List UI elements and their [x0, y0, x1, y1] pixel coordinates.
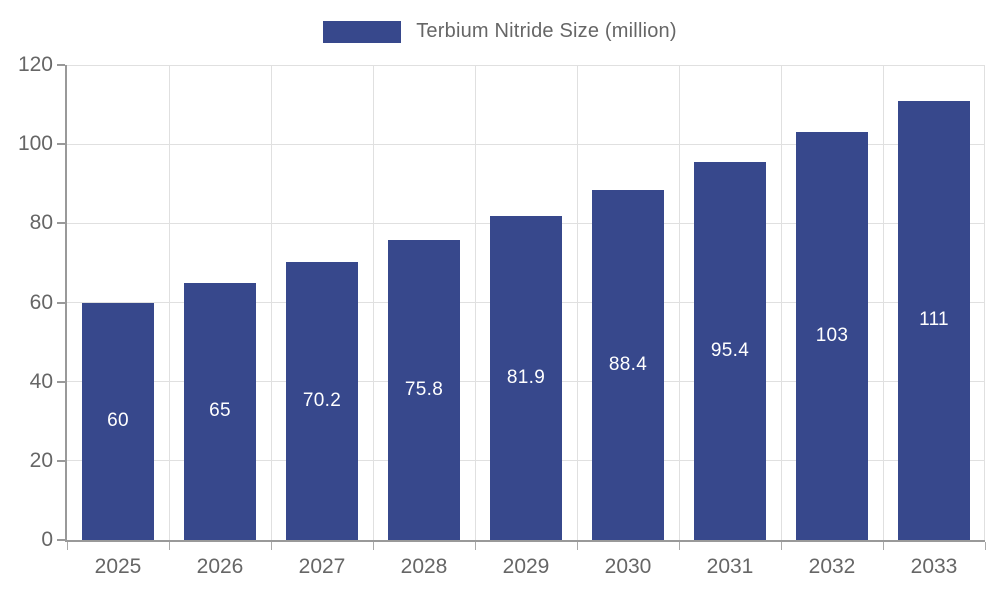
bar: 75.8 — [388, 239, 460, 540]
x-axis-tick — [780, 542, 782, 550]
x-axis-tick — [474, 542, 476, 550]
legend: Terbium Nitride Size (million) — [0, 20, 1000, 43]
gridline-vertical — [372, 65, 374, 540]
x-axis-line — [65, 540, 985, 542]
y-tick-label: 40 — [29, 369, 53, 393]
y-tick-label: 120 — [17, 53, 53, 76]
gridline-vertical — [474, 65, 476, 540]
y-axis-tick — [57, 459, 65, 462]
x-axis-tick — [678, 542, 680, 550]
x-tick-label: 2029 — [502, 555, 550, 578]
plot-area: 60 65 70.2 75.8 81.9 88.4 95.4 103 111 — [57, 64, 986, 550]
gridline-horizontal — [67, 64, 985, 66]
x-tick-label: 2031 — [706, 555, 754, 578]
x-tick-label: 2025 — [94, 555, 142, 578]
bar: 70.2 — [286, 262, 358, 540]
bar: 103 — [796, 132, 868, 540]
y-axis-line — [65, 65, 67, 540]
gridline-vertical — [882, 65, 884, 540]
bar: 60 — [82, 302, 154, 540]
bar: 111 — [898, 100, 970, 540]
gridline-vertical — [270, 65, 272, 540]
x-tick-label: 2030 — [604, 555, 652, 578]
x-tick-label: 2027 — [298, 555, 346, 578]
bar: 95.4 — [694, 162, 766, 540]
bar-value-label: 81.9 — [506, 366, 546, 388]
y-axis-tick — [57, 539, 65, 541]
x-axis-tick — [270, 542, 272, 550]
bar-value-label: 95.4 — [710, 340, 750, 362]
bar-value-label: 103 — [815, 325, 849, 347]
y-tick-label: 0 — [41, 528, 53, 551]
bar-value-label: 75.8 — [404, 378, 444, 400]
gridline-vertical — [780, 65, 782, 540]
bar: 65 — [184, 282, 256, 540]
x-axis-tick — [372, 542, 374, 550]
bar-value-label: 70.2 — [302, 390, 342, 412]
legend-label: Terbium Nitride Size (million) — [416, 20, 677, 42]
bar: 81.9 — [490, 215, 562, 540]
y-tick-label: 20 — [29, 448, 53, 472]
x-axis-tick — [882, 542, 884, 550]
y-axis-tick — [57, 222, 65, 225]
bar-value-label: 88.4 — [608, 354, 648, 376]
y-axis-tick — [57, 380, 65, 383]
x-tick-label: 2026 — [196, 555, 244, 578]
x-tick-label: 2033 — [910, 555, 958, 578]
y-tick-label: 100 — [17, 132, 53, 156]
bar-value-label: 111 — [919, 309, 949, 331]
x-axis-tick — [576, 542, 578, 550]
legend-swatch — [323, 20, 402, 43]
bar: 88.4 — [592, 190, 664, 540]
gridline-vertical — [168, 65, 170, 540]
y-axis-tick — [57, 143, 65, 146]
gridline-vertical — [678, 65, 680, 540]
bar-value-label: 60 — [107, 410, 129, 432]
x-tick-label: 2032 — [808, 555, 856, 578]
gridline-vertical — [576, 65, 578, 540]
x-axis-tick — [66, 542, 68, 550]
y-axis-tick — [57, 64, 65, 66]
bar-value-label: 65 — [209, 400, 231, 422]
x-axis-tick — [984, 542, 986, 550]
y-tick-label: 80 — [29, 211, 53, 235]
y-axis-tick — [57, 301, 65, 304]
x-axis-tick — [168, 542, 170, 550]
x-tick-label: 2028 — [400, 555, 448, 578]
gridline-horizontal — [67, 143, 985, 145]
y-tick-label: 60 — [29, 290, 53, 314]
